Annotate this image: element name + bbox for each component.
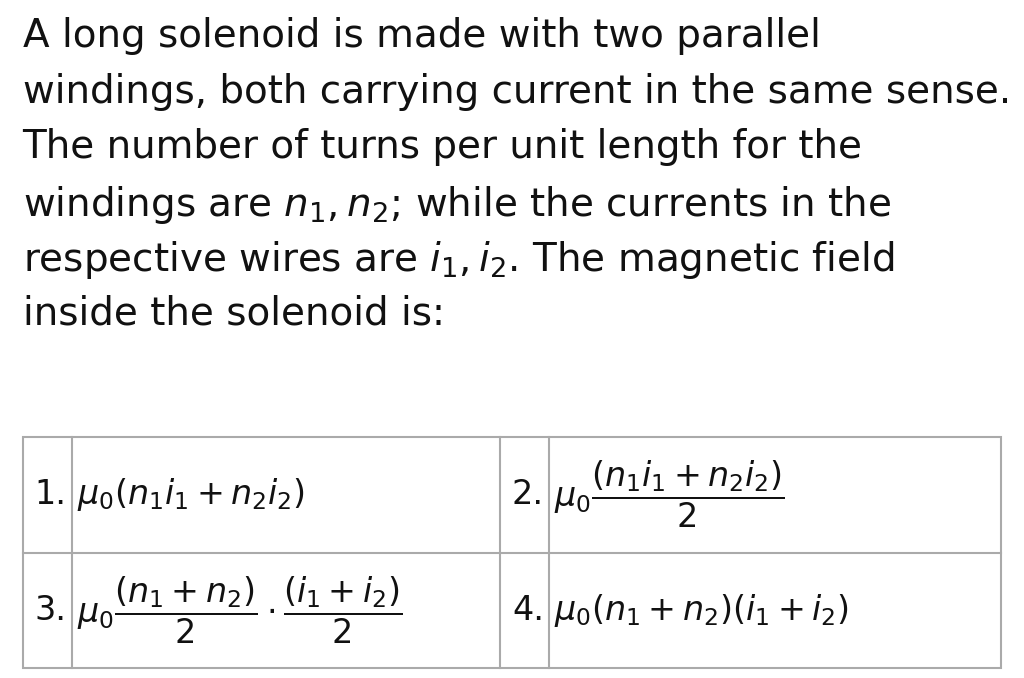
Text: 3.: 3. bbox=[35, 594, 67, 626]
Text: A long solenoid is made with two parallel: A long solenoid is made with two paralle… bbox=[23, 17, 820, 55]
Text: $\mu_0(n_1i_1 + n_2i_2)$: $\mu_0(n_1i_1 + n_2i_2)$ bbox=[77, 477, 304, 513]
Text: windings are $n_1, n_2$; while the currents in the: windings are $n_1, n_2$; while the curre… bbox=[23, 184, 891, 226]
Text: inside the solenoid is:: inside the solenoid is: bbox=[23, 295, 444, 333]
Text: respective wires are $i_1, i_2$. The magnetic field: respective wires are $i_1, i_2$. The mag… bbox=[23, 239, 894, 281]
Text: 2.: 2. bbox=[512, 479, 544, 511]
Text: $\mu_0\dfrac{(n_1i_1+n_2i_2)}{2}$: $\mu_0\dfrac{(n_1i_1+n_2i_2)}{2}$ bbox=[554, 460, 784, 530]
Text: $\mu_0\dfrac{(n_1+n_2)}{2}\cdot\dfrac{(i_1+i_2)}{2}$: $\mu_0\dfrac{(n_1+n_2)}{2}\cdot\dfrac{(i… bbox=[77, 575, 402, 645]
Text: $\mu_0(n_1 + n_2)(i_1 + i_2)$: $\mu_0(n_1 + n_2)(i_1 + i_2)$ bbox=[554, 592, 849, 629]
Text: windings, both carrying current in the same sense.: windings, both carrying current in the s… bbox=[23, 73, 1011, 111]
Text: 1.: 1. bbox=[35, 479, 67, 511]
Text: The number of turns per unit length for the: The number of turns per unit length for … bbox=[23, 128, 862, 166]
Text: 4.: 4. bbox=[512, 594, 544, 626]
